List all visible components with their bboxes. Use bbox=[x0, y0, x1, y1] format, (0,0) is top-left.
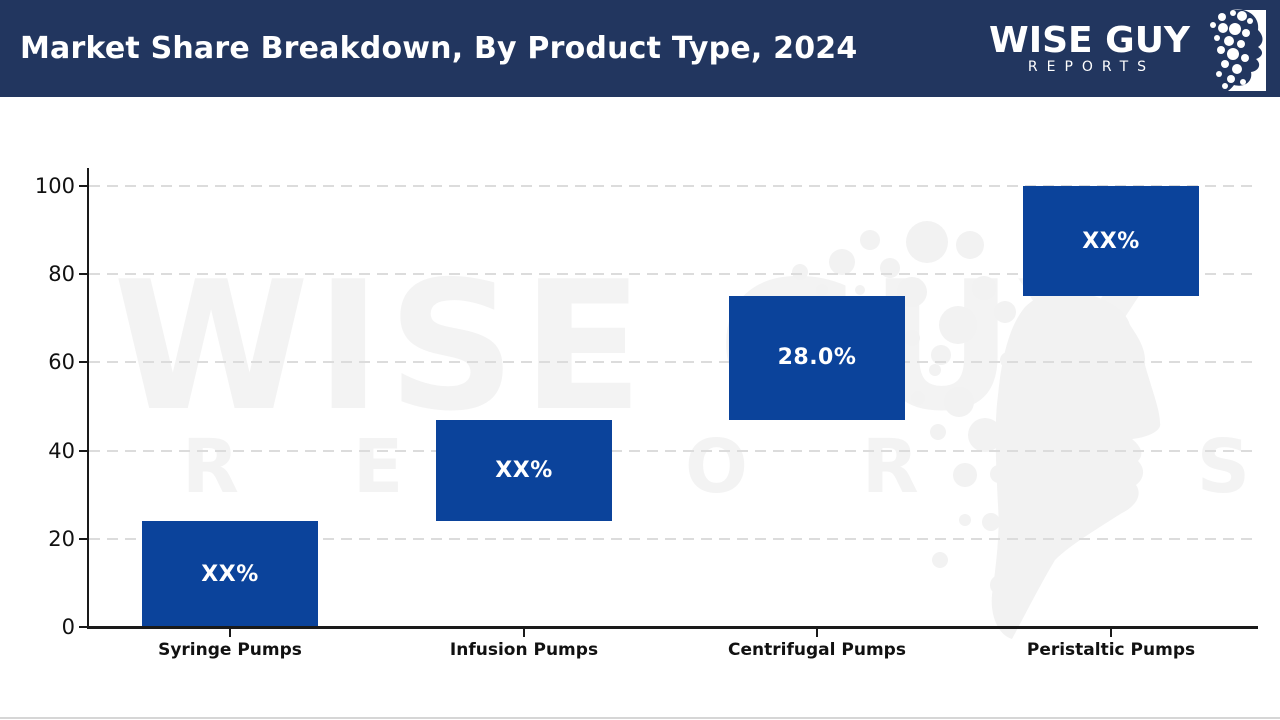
y-tick-label: 60 bbox=[48, 350, 75, 375]
x-tick-mark bbox=[1110, 629, 1112, 637]
logo-subtitle: REPORTS bbox=[1027, 59, 1156, 76]
x-category-label: Peristaltic Pumps bbox=[1026, 640, 1196, 660]
y-tick-label: 80 bbox=[48, 262, 75, 287]
y-axis-line bbox=[87, 168, 89, 629]
bar-value-label: XX% bbox=[201, 561, 259, 587]
x-category-label: Centrifugal Pumps bbox=[728, 640, 906, 660]
x-category-label: Infusion Pumps bbox=[449, 640, 599, 660]
y-tick-label: 0 bbox=[61, 615, 75, 639]
x-axis-line bbox=[87, 626, 1258, 629]
y-tick-label: 40 bbox=[48, 438, 75, 463]
logo-head-icon bbox=[1210, 8, 1266, 91]
gridline bbox=[89, 361, 1257, 364]
x-tick-mark bbox=[816, 629, 818, 637]
gridline bbox=[89, 449, 1257, 452]
y-tick-mark bbox=[79, 273, 88, 276]
gridline bbox=[89, 537, 1257, 540]
bar: 28.0% bbox=[729, 296, 905, 420]
y-tick-mark bbox=[79, 361, 88, 364]
y-tick-mark bbox=[79, 537, 88, 540]
logo-wordmark: WISE GUY bbox=[988, 19, 1190, 61]
y-tick-mark bbox=[79, 626, 88, 628]
gridline bbox=[89, 273, 1257, 276]
bar: XX% bbox=[1023, 186, 1199, 297]
watermark-head-icon bbox=[792, 221, 1161, 639]
header: Market Share Breakdown, By Product Type,… bbox=[0, 0, 1280, 97]
wise-guy-logo: WISE GUY REPORTS bbox=[989, 7, 1266, 91]
logo-text: WISE GUY REPORTS bbox=[988, 19, 1190, 76]
y-tick-mark bbox=[79, 449, 88, 452]
y-tick-label: 20 bbox=[48, 526, 75, 551]
bottom-border bbox=[0, 717, 1280, 719]
x-category-label: Syringe Pumps bbox=[158, 640, 302, 660]
x-tick-mark bbox=[523, 629, 525, 637]
y-tick-label: 100 bbox=[34, 174, 75, 198]
bar: XX% bbox=[436, 419, 612, 522]
gridline bbox=[89, 185, 1257, 187]
y-tick-mark bbox=[79, 185, 88, 187]
bar-value-label: XX% bbox=[1082, 228, 1140, 254]
x-tick-mark bbox=[229, 629, 231, 637]
bar: XX% bbox=[142, 521, 318, 627]
bar-value-label: XX% bbox=[495, 457, 553, 483]
chart-title: Market Share Breakdown, By Product Type,… bbox=[20, 31, 858, 66]
bar-value-label: 28.0% bbox=[777, 345, 857, 371]
